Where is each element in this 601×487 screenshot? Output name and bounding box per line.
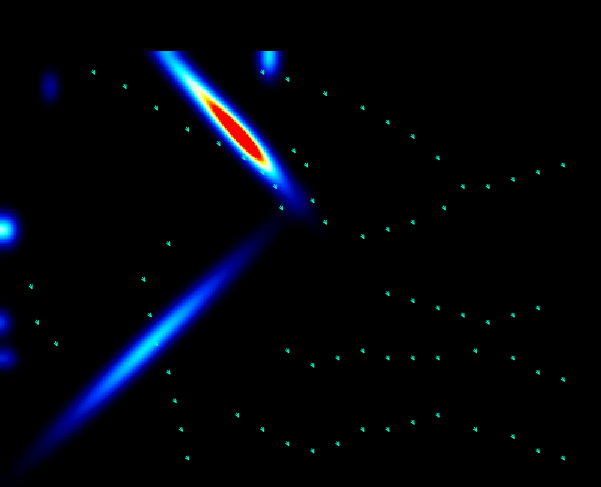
Text: Secondary Swell energy on Tuesday 10 Dec at 9am GMT: Secondary Swell energy on Tuesday 10 Dec… <box>46 9 555 27</box>
Text: Arrows show the wind wave direction: Arrows show the wind wave direction <box>171 35 430 49</box>
